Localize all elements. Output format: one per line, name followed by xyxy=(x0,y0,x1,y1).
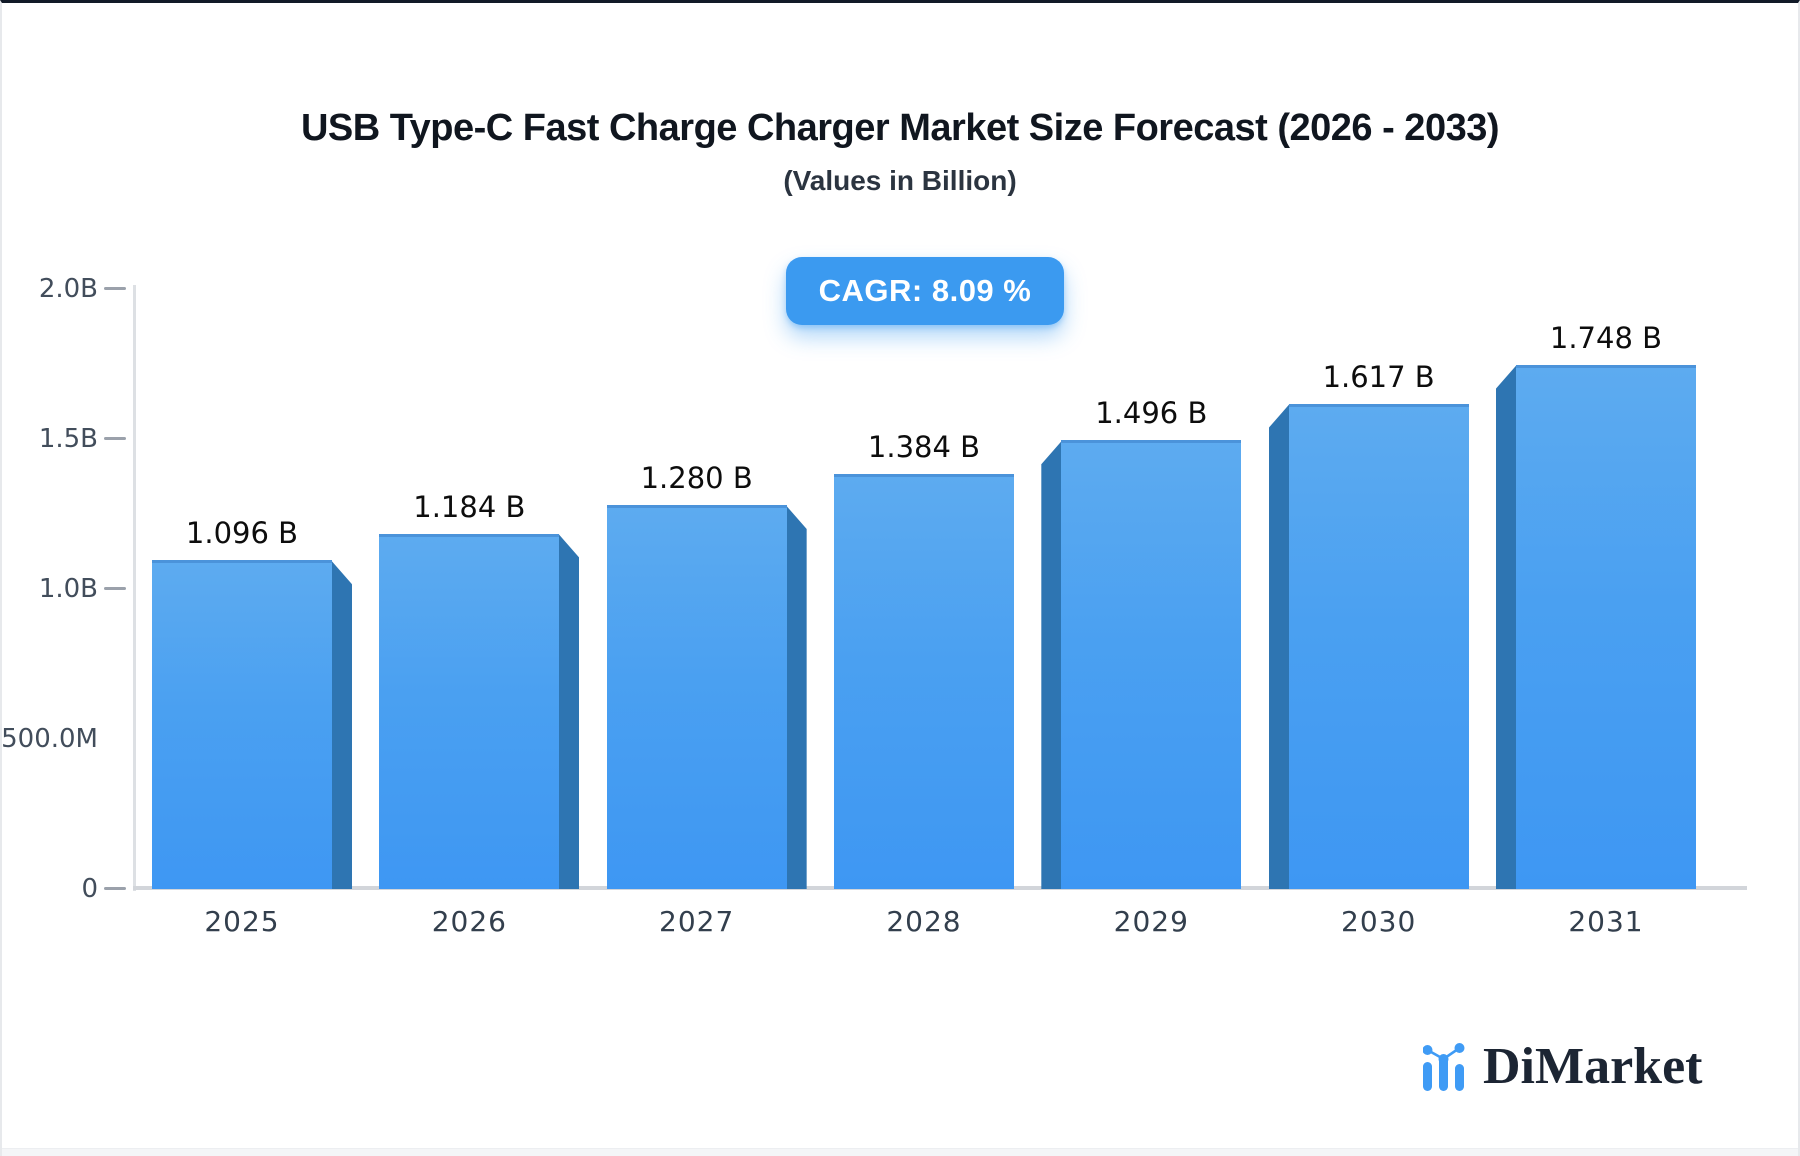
chart-subtitle: (Values in Billion) xyxy=(783,165,1017,196)
y-tick-dash xyxy=(104,587,126,590)
y-axis-line xyxy=(133,285,136,891)
bar-value-label: 1.096 B xyxy=(185,516,299,551)
bar-value-label: 1.184 B xyxy=(413,489,526,524)
bar-value-label: 1.384 B xyxy=(867,429,981,464)
brand-name: DiMarket xyxy=(1483,1038,1703,1095)
x-tick-label: 2027 xyxy=(659,905,735,938)
bar-value-label: 1.748 B xyxy=(1549,320,1663,355)
bar-side-3d xyxy=(1268,403,1290,889)
x-tick-label: 2030 xyxy=(1341,905,1417,938)
bar xyxy=(1515,364,1696,889)
x-tick-label: 2031 xyxy=(1568,905,1644,938)
bottom-strip xyxy=(2,1148,1798,1156)
bar xyxy=(833,473,1014,889)
x-tick-label: 2029 xyxy=(1113,905,1189,938)
x-tick-label: 2026 xyxy=(431,905,507,938)
x-tick-label: 2028 xyxy=(886,905,962,938)
y-tick-label: 1.5B xyxy=(38,424,98,454)
bar-side-3d xyxy=(558,533,580,889)
y-tick-dash xyxy=(104,887,126,890)
bar-value-label: 1.496 B xyxy=(1095,396,1208,431)
cagr-badge: CAGR: 8.09 % xyxy=(786,257,1064,325)
y-tick-label: 2.0B xyxy=(38,274,98,304)
mini-bar-chart-icon xyxy=(1423,1043,1465,1091)
y-tick-dash xyxy=(104,287,126,290)
y-tick-label: 0 xyxy=(81,874,98,904)
bar-value-label: 1.617 B xyxy=(1322,359,1435,394)
y-tick-dash xyxy=(104,437,126,440)
bar-side-3d xyxy=(1041,440,1063,889)
y-tick-label: 1.0B xyxy=(38,574,98,604)
bar xyxy=(152,560,332,889)
chart-title: USB Type-C Fast Charge Charger Market Si… xyxy=(300,107,1500,149)
x-tick-label: 2025 xyxy=(204,905,280,938)
y-tick-label: 500.0M xyxy=(1,724,98,754)
bar xyxy=(606,505,787,889)
bar-side-3d xyxy=(331,560,352,889)
bar xyxy=(1288,403,1469,889)
bar xyxy=(1061,440,1242,889)
bar-side-3d xyxy=(785,505,807,889)
bar-value-label: 1.280 B xyxy=(640,461,753,495)
bar xyxy=(379,533,560,889)
cagr-badge-label: CAGR: 8.09 % xyxy=(818,273,1032,308)
brand-logo: DiMarket xyxy=(1423,1041,1702,1093)
bar-side-3d xyxy=(1495,364,1517,889)
